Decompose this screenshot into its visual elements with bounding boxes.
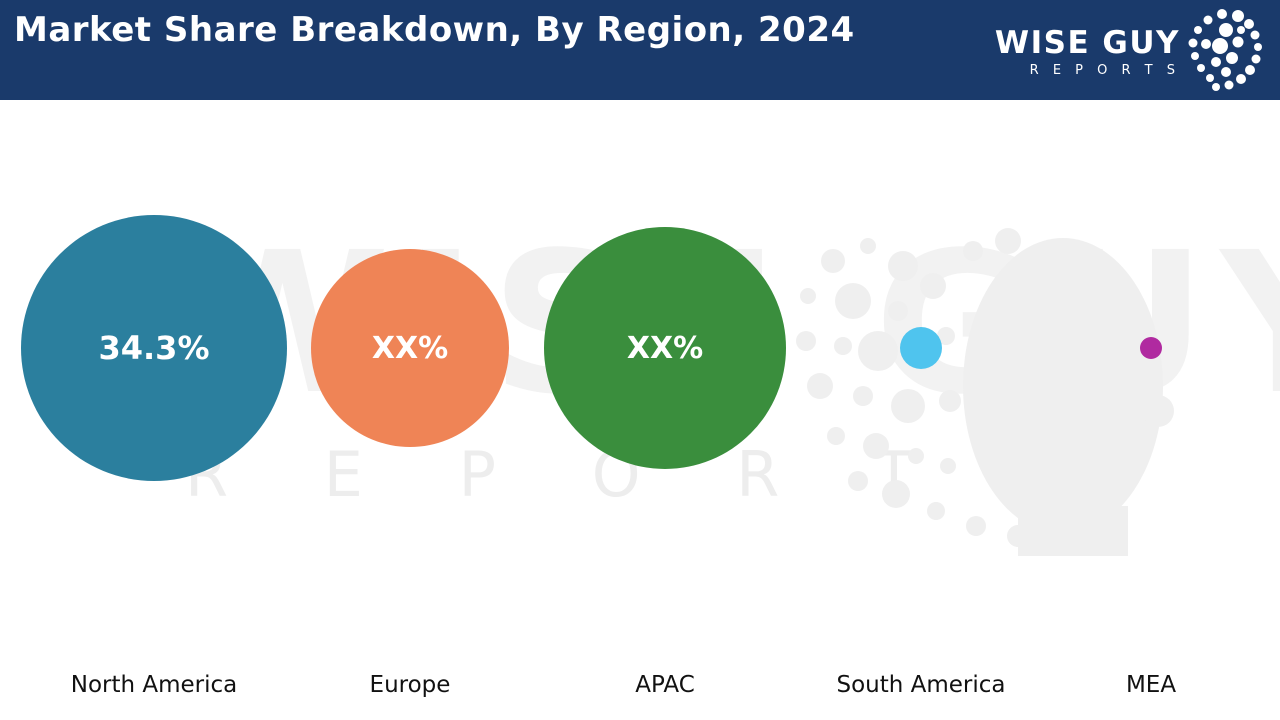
bubble-south-america	[900, 327, 942, 369]
bubble-apac: XX%	[544, 227, 786, 469]
wiseguy-logo: WISE GUY R E P O R T S	[995, 8, 1264, 94]
label-mea: MEA	[1125, 672, 1177, 698]
label-south-america: South America	[836, 672, 1006, 698]
bubble-europe: XX%	[311, 249, 509, 447]
bubble-value-apac: XX%	[626, 330, 704, 366]
bubble-north-america: 34.3%	[21, 215, 287, 481]
label-apac: APAC	[635, 672, 695, 698]
bubble-chart: WISE GUY R E P O R T S	[0, 100, 1280, 720]
label-europe: Europe	[369, 672, 451, 698]
bubble-value-europe: XX%	[371, 330, 449, 366]
page-title: Market Share Breakdown, By Region, 2024	[14, 10, 855, 50]
bubble-mea	[1140, 337, 1162, 359]
logo-text: WISE GUY R E P O R T S	[995, 25, 1180, 78]
label-north-america: North America	[70, 672, 238, 698]
watermark-head-icon	[796, 228, 1174, 556]
logo-head-icon	[1188, 9, 1262, 91]
logo-wordmark: WISE GUY	[994, 24, 1180, 61]
logo-subtitle: R E P O R T S	[1029, 62, 1180, 78]
header: Market Share Breakdown, By Region, 2024 …	[0, 0, 1280, 100]
bubble-value-north-america: 34.3%	[98, 329, 210, 367]
